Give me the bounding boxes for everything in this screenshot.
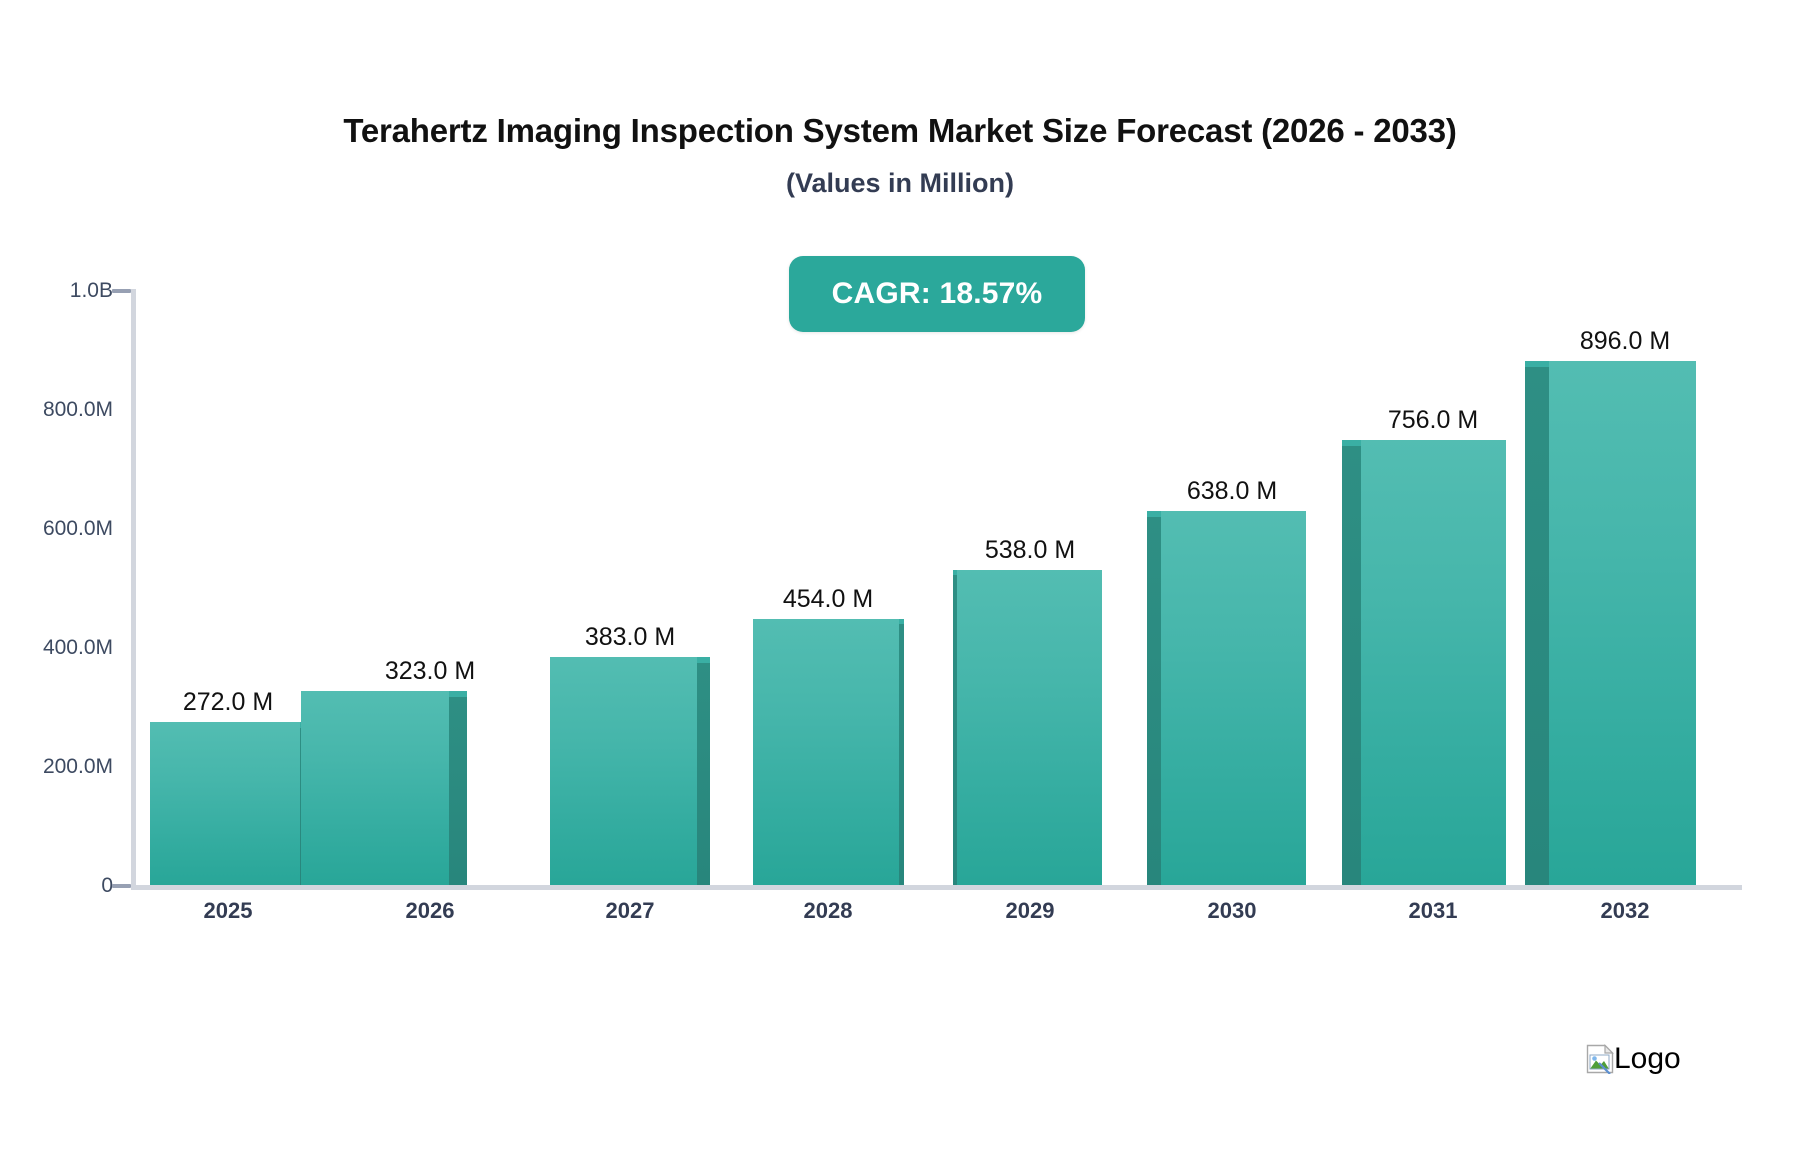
bar-top-face [1342,440,1361,446]
bar-front-face [1361,440,1506,885]
x-tick-label-2027: 2027 [605,898,655,923]
bar-front-face [550,657,697,885]
y-tick-dash-icon [112,884,131,888]
y-tick-label: 200.0M [42,755,113,778]
y-tick-label: 1.0B [69,279,113,302]
logo-alt-text: Logo [1614,1042,1681,1075]
bar-front-face [957,570,1102,885]
y-tick-label: 600.0M [42,517,113,540]
bar-value-label: 323.0 M [384,657,476,685]
bar-value-label: 896.0 M [1579,327,1671,355]
bar-value-label: 454.0 M [782,585,874,613]
x-tick-label-2028: 2028 [803,898,853,923]
bar-side-face [899,622,904,885]
bar-top-face [953,570,957,575]
bar-top-face [1147,511,1161,517]
bar-side-face [953,573,957,885]
chart-subtitle: (Values in Million) [785,168,1015,198]
bar-side-face [697,661,710,885]
bar-top-face [899,619,904,624]
bar-top-face [697,657,710,663]
chart-title: Terahertz Imaging Inspection System Mark… [343,112,1457,149]
y-tick-dash-icon [112,289,131,293]
y-tick-label: 800.0M [42,398,113,421]
bar-front-face [1549,361,1696,885]
bar-side-face [449,695,467,885]
bar-top-face [449,691,467,697]
bar-side-face [1525,365,1549,885]
bar-front-face [1161,511,1306,885]
bar-front-face [150,722,300,885]
bar-value-label: 756.0 M [1387,406,1479,434]
x-tick-label-2029: 2029 [1005,898,1055,923]
y-tick-label: 0 [101,874,113,897]
y-tick-label: 400.0M [42,636,113,659]
plot-area: 1.0B 800.0M 600.0M 400.0M 200.0M 0 272.0… [42,279,1742,923]
x-tick-label-2031: 2031 [1408,898,1458,923]
bar-value-label: 383.0 M [584,623,676,651]
bar-side-face [1342,444,1361,885]
cagr-badge: CAGR: 18.57% [789,256,1085,332]
x-axis-line [131,885,1742,890]
bar-side-face [1147,515,1161,885]
x-tick-label-2030: 2030 [1207,898,1257,923]
bar-value-label: 538.0 M [984,536,1076,564]
bar-value-label: 272.0 M [182,688,274,716]
x-tick-label-2025: 2025 [203,898,253,923]
bar-top-face [1525,361,1549,367]
x-tick-label-2026: 2026 [405,898,455,923]
bar-value-label: 638.0 M [1186,477,1278,505]
x-tick-label-2032: 2032 [1600,898,1650,923]
logo-block: Logo [1586,1042,1681,1075]
bar-front-face [301,691,449,885]
y-axis-line [131,289,136,887]
broken-image-icon [1586,1044,1614,1075]
bar-front-face [753,619,899,885]
